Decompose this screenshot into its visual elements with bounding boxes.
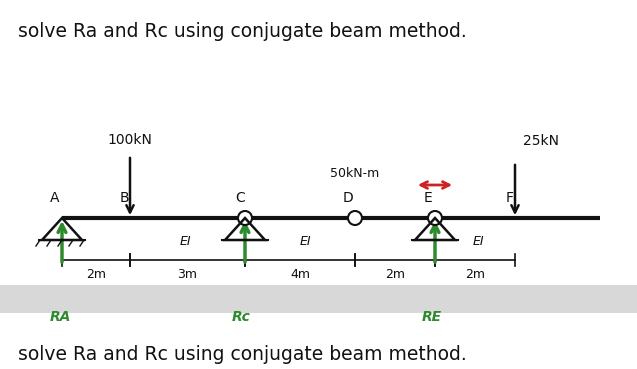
Text: E: E (424, 191, 433, 205)
Text: 2m: 2m (385, 268, 405, 281)
Text: 100kN: 100kN (108, 133, 152, 147)
Text: EI: EI (179, 235, 191, 248)
Text: 50kN-m: 50kN-m (330, 167, 379, 180)
Text: A: A (50, 191, 60, 205)
Text: RA: RA (50, 310, 71, 324)
Circle shape (238, 211, 252, 225)
Circle shape (428, 211, 442, 225)
Text: solve Ra and Rc using conjugate beam method.: solve Ra and Rc using conjugate beam met… (18, 22, 467, 41)
Text: D: D (343, 191, 354, 205)
Bar (0, 285, 637, 313)
Text: B: B (119, 191, 129, 205)
Text: C: C (235, 191, 245, 205)
Text: EI: EI (472, 235, 484, 248)
Text: 2m: 2m (465, 268, 485, 281)
Text: 2m: 2m (86, 268, 106, 281)
Text: solve Ra and Rc using conjugate beam method.: solve Ra and Rc using conjugate beam met… (18, 345, 467, 364)
Text: Rc: Rc (232, 310, 251, 324)
Text: 4m: 4m (290, 268, 310, 281)
Text: EI: EI (299, 235, 311, 248)
Text: F: F (506, 191, 514, 205)
Circle shape (348, 211, 362, 225)
Text: RE: RE (422, 310, 442, 324)
Text: 3m: 3m (177, 268, 197, 281)
Text: 25kN: 25kN (523, 134, 559, 148)
